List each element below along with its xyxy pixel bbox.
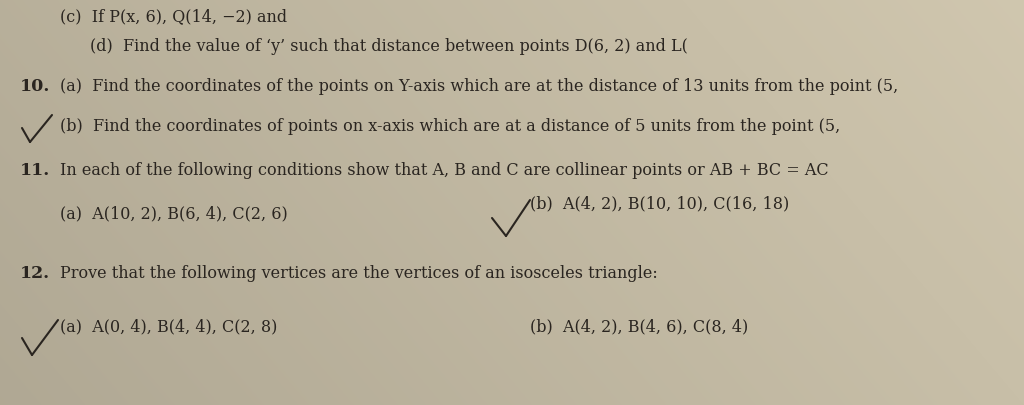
Text: 10.: 10. xyxy=(20,78,50,95)
Text: (a)  A(10, 2), B(6, 4), C(2, 6): (a) A(10, 2), B(6, 4), C(2, 6) xyxy=(60,205,288,222)
Text: 12.: 12. xyxy=(20,265,50,282)
Text: 11.: 11. xyxy=(20,162,50,179)
Text: (a)  A(0, 4), B(4, 4), C(2, 8): (a) A(0, 4), B(4, 4), C(2, 8) xyxy=(60,318,278,335)
Text: (c)  If P(x, 6), Q(14, −2) and: (c) If P(x, 6), Q(14, −2) and xyxy=(60,8,287,25)
Text: (b)  A(4, 2), B(10, 10), C(16, 18): (b) A(4, 2), B(10, 10), C(16, 18) xyxy=(530,195,790,212)
Text: In each of the following conditions show that A, B and C are collinear points or: In each of the following conditions show… xyxy=(60,162,828,179)
Text: (a)  Find the coordinates of the points on Y-axis which are at the distance of 1: (a) Find the coordinates of the points o… xyxy=(60,78,898,95)
Text: (b)  A(4, 2), B(4, 6), C(8, 4): (b) A(4, 2), B(4, 6), C(8, 4) xyxy=(530,318,749,335)
Text: Prove that the following vertices are the vertices of an isosceles triangle:: Prove that the following vertices are th… xyxy=(60,265,657,282)
Text: (b)  Find the coordinates of points on x-axis which are at a distance of 5 units: (b) Find the coordinates of points on x-… xyxy=(60,118,841,135)
Text: (d)  Find the value of ‘y’ such that distance between points D(6, 2) and L(: (d) Find the value of ‘y’ such that dist… xyxy=(90,38,688,55)
